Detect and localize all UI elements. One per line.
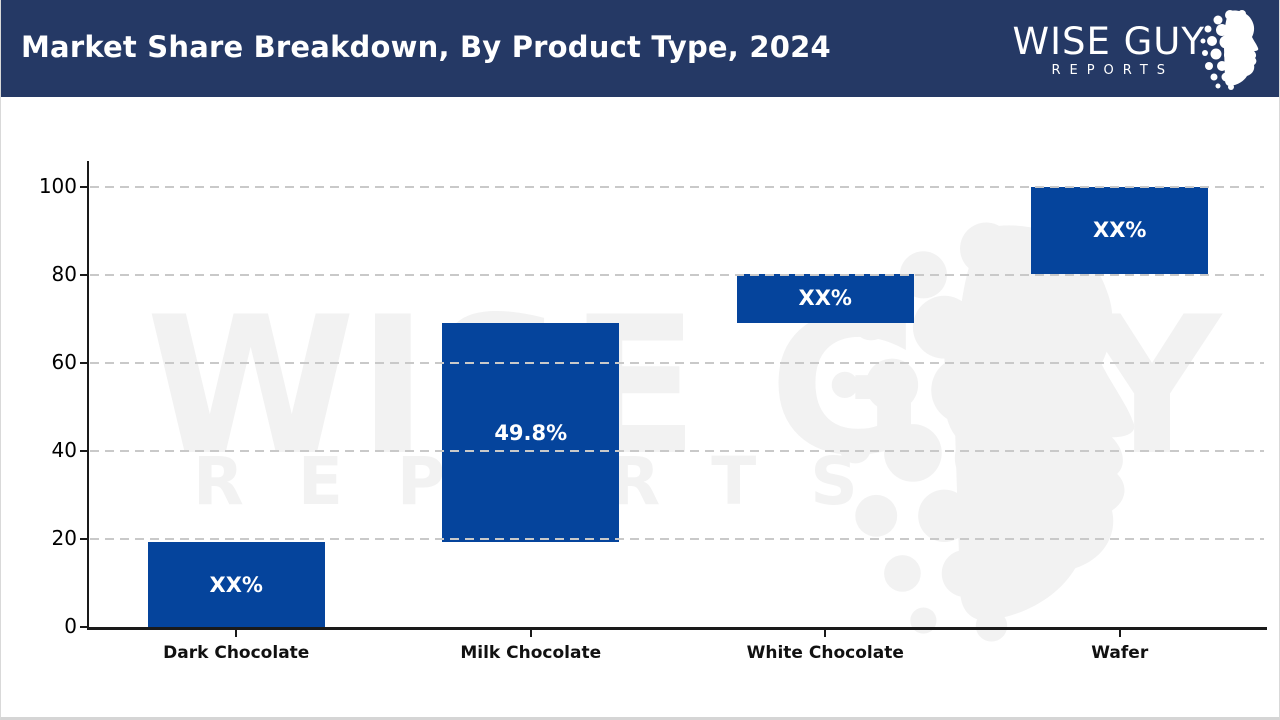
brand-subtitle: REPORTS <box>1051 63 1175 79</box>
gridline-60 <box>90 362 1264 364</box>
y-tick-mark-80 <box>80 274 89 276</box>
x-axis-line <box>87 627 1267 630</box>
x-category-label-1: Milk Chocolate <box>460 643 602 663</box>
x-category-label-3: Wafer <box>1091 643 1149 663</box>
y-tick-label-20: 20 <box>51 526 77 550</box>
x-category-label-0: Dark Chocolate <box>163 643 310 663</box>
page-title: Market Share Breakdown, By Product Type,… <box>21 30 831 64</box>
bar-value-label: XX% <box>1093 218 1147 243</box>
bar-white-chocolate: XX% <box>736 273 914 323</box>
x-tick-mark-0 <box>235 630 238 637</box>
y-tick-mark-60 <box>80 362 89 364</box>
brand-name: WISE GUY <box>1012 19 1205 63</box>
y-tick-label-60: 60 <box>51 350 77 374</box>
y-axis-line <box>87 161 89 630</box>
gridline-20 <box>90 538 1264 540</box>
y-tick-label-100: 100 <box>38 174 77 198</box>
bar-dark-chocolate: XX% <box>147 542 325 627</box>
y-tick-mark-100 <box>80 186 89 188</box>
brand-face-icon <box>1189 8 1269 92</box>
x-tick-mark-3 <box>1118 630 1121 637</box>
gridline-40 <box>90 450 1264 452</box>
brand-logo-text: WISE GUY REPORTS <box>1012 19 1205 79</box>
x-category-label-2: White Chocolate <box>746 643 904 663</box>
y-tick-mark-0 <box>80 626 89 628</box>
bar-value-label: 49.8% <box>494 420 568 445</box>
y-tick-label-80: 80 <box>51 262 77 286</box>
y-tick-mark-20 <box>80 538 89 540</box>
y-tick-mark-40 <box>80 450 89 452</box>
gridline-100 <box>90 186 1264 188</box>
brand-logo: WISE GUY REPORTS <box>1013 8 1269 92</box>
header-bar: Market Share Breakdown, By Product Type,… <box>1 0 1279 97</box>
bar-wafer: XX% <box>1031 187 1209 274</box>
x-tick-mark-2 <box>824 630 827 637</box>
x-tick-mark-1 <box>529 630 532 637</box>
bar-milk-chocolate: 49.8% <box>442 322 620 543</box>
y-tick-label-0: 0 <box>64 614 77 638</box>
gridline-80 <box>90 274 1264 276</box>
y-tick-label-40: 40 <box>51 438 77 462</box>
bar-value-label: XX% <box>209 572 263 597</box>
bar-value-label: XX% <box>798 286 852 311</box>
